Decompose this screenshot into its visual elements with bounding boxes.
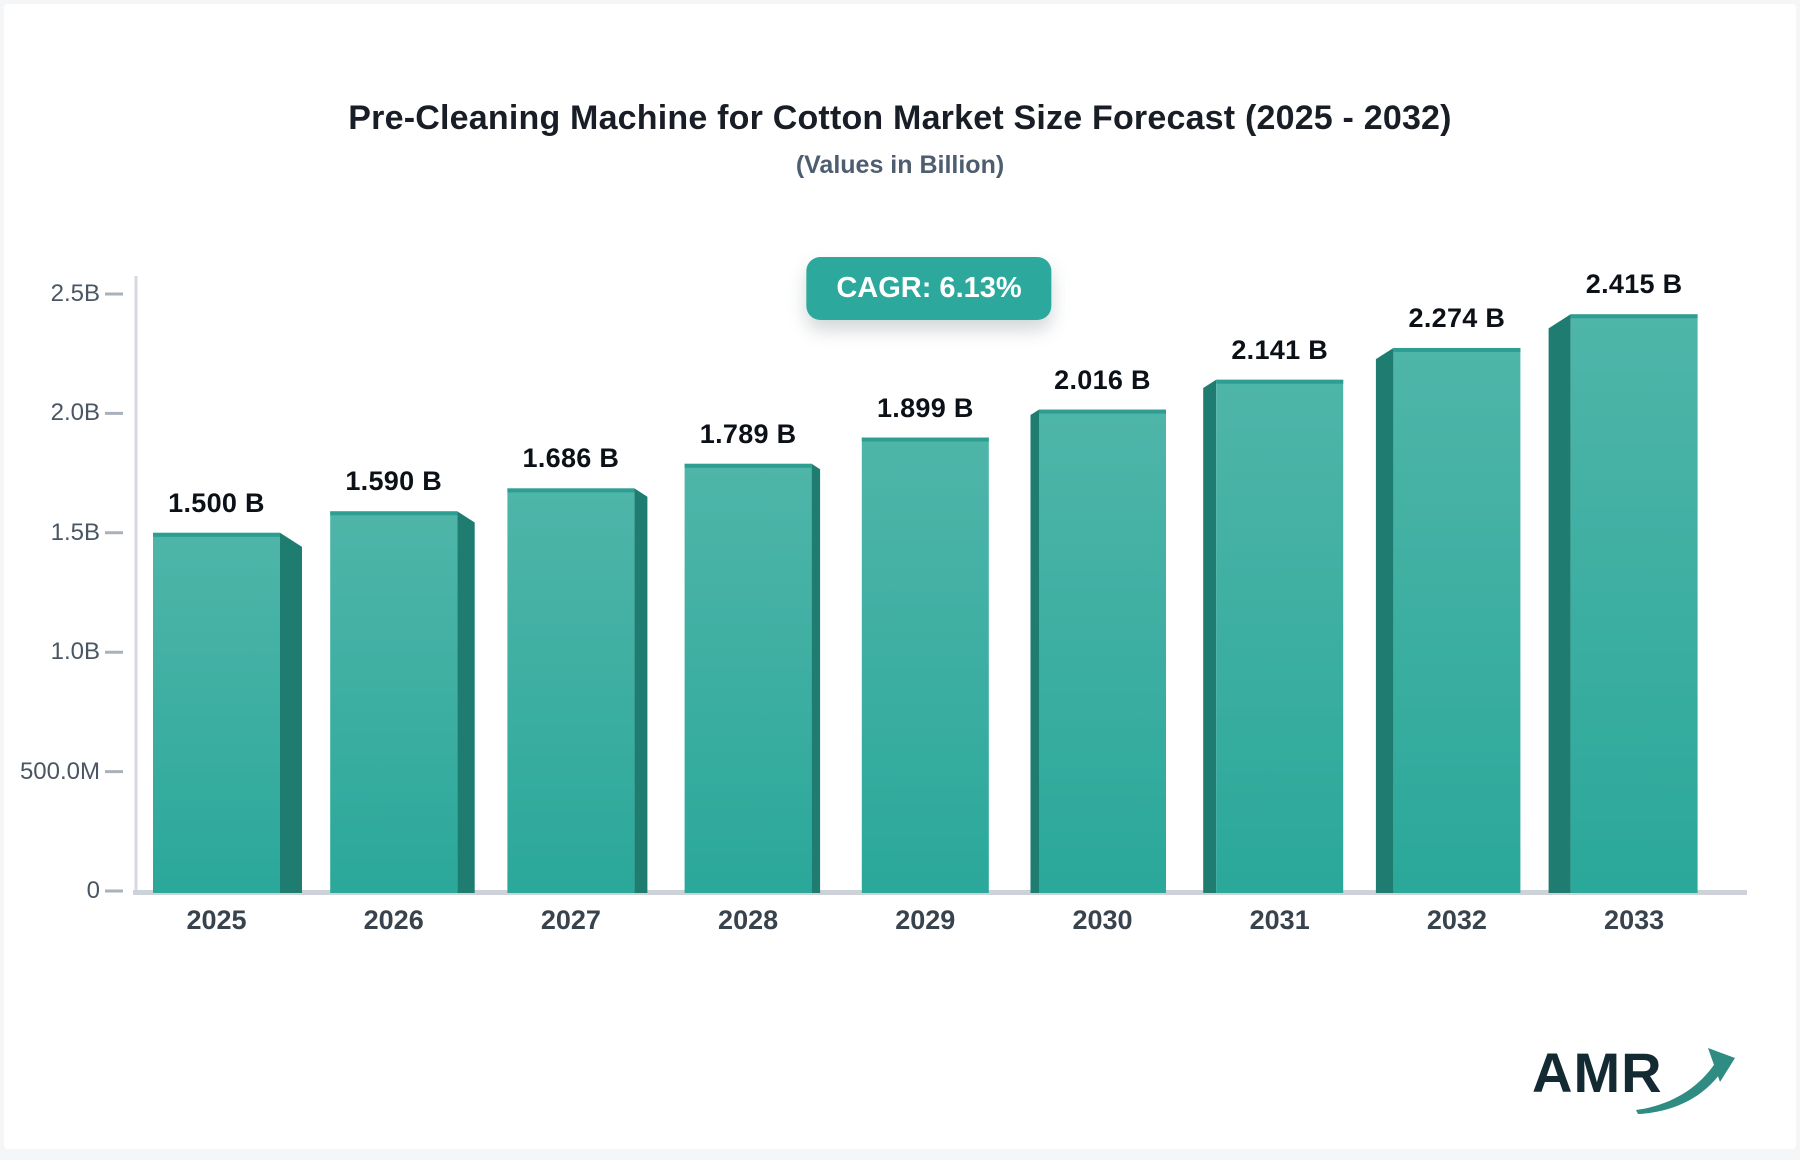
- bar-value-label: 1.686 B: [522, 443, 620, 474]
- x-axis-label: 2030: [1072, 905, 1133, 935]
- bar-side-face: [634, 488, 648, 893]
- chart-canvas: [105, 276, 1747, 895]
- bar-top-edge: [153, 532, 280, 537]
- bar-side-face: [1203, 379, 1217, 893]
- y-axis-label: 1.5B: [50, 518, 100, 546]
- x-axis-label: 2025: [186, 905, 247, 935]
- chart-card: Pre-Cleaning Machine for Cotton Market S…: [4, 4, 1796, 1149]
- bar-side-face: [280, 532, 302, 893]
- x-axis-label: 2026: [363, 905, 424, 935]
- amr-logo: AMR: [1532, 1032, 1735, 1122]
- bar-value-label: 1.500 B: [168, 487, 265, 518]
- y-axis-label: 2.0B: [50, 399, 100, 427]
- y-axis-label: 2.5B: [50, 280, 100, 307]
- y-axis-label: 0: [86, 877, 100, 904]
- bar-value-label: 1.789 B: [699, 418, 797, 449]
- bar-value-label: 2.016 B: [1054, 364, 1151, 395]
- bar-value-label: 1.899 B: [876, 392, 974, 423]
- y-axis-label: 500.0M: [19, 757, 100, 785]
- bar-top-edge: [861, 437, 989, 442]
- chart-title: Pre-Cleaning Machine for Cotton Market S…: [348, 99, 1452, 137]
- bar-side-face: [1548, 314, 1571, 894]
- x-axis-label: 2028: [718, 905, 779, 935]
- y-axis-label: 1.0B: [50, 638, 100, 666]
- bar-top-edge: [330, 511, 458, 516]
- bar: [507, 488, 635, 893]
- bar: [684, 463, 812, 893]
- x-axis-label: 2027: [540, 905, 601, 935]
- bar-value-label: 2.415 B: [1585, 269, 1683, 300]
- chart-subtitle: (Values in Billion): [795, 151, 1005, 179]
- bar-side-face: [1375, 347, 1394, 893]
- x-axis-label: 2031: [1249, 905, 1310, 935]
- x-axis-label: 2033: [1604, 905, 1665, 935]
- bar: [1216, 379, 1344, 893]
- bar-top-edge: [1039, 409, 1166, 414]
- x-axis-label: 2029: [895, 905, 956, 935]
- amr-logo-text: AMR: [1532, 1041, 1663, 1104]
- bar-top-edge: [507, 488, 635, 493]
- bar-chart: 0 500.0M 1.0B 1.5B 2.0B 2.5B 1.500 B 2025 1.590 …: [4, 4, 1800, 1160]
- bar-side-face: [457, 511, 475, 893]
- bar: [1039, 409, 1166, 893]
- bar-value-label: 1.590 B: [345, 466, 443, 497]
- bar-top-edge: [1570, 314, 1698, 319]
- bar: [153, 532, 280, 893]
- bar: [330, 511, 458, 893]
- bar-value-label: 2.274 B: [1408, 302, 1506, 333]
- cagr-badge: CAGR: 6.13%: [806, 257, 1052, 320]
- bar-top-edge: [1393, 347, 1521, 352]
- bar-side-face: [811, 463, 821, 893]
- bar-side-face: [1030, 409, 1039, 893]
- growth-arrow-icon: [1636, 1048, 1735, 1114]
- bar-top-edge: [1216, 379, 1344, 384]
- x-axis-label: 2032: [1426, 905, 1487, 935]
- bar-value-label: 2.141 B: [1231, 334, 1329, 365]
- bar: [1570, 314, 1698, 894]
- bar-top-edge: [684, 463, 812, 468]
- bar: [861, 437, 989, 893]
- bar: [1393, 347, 1521, 893]
